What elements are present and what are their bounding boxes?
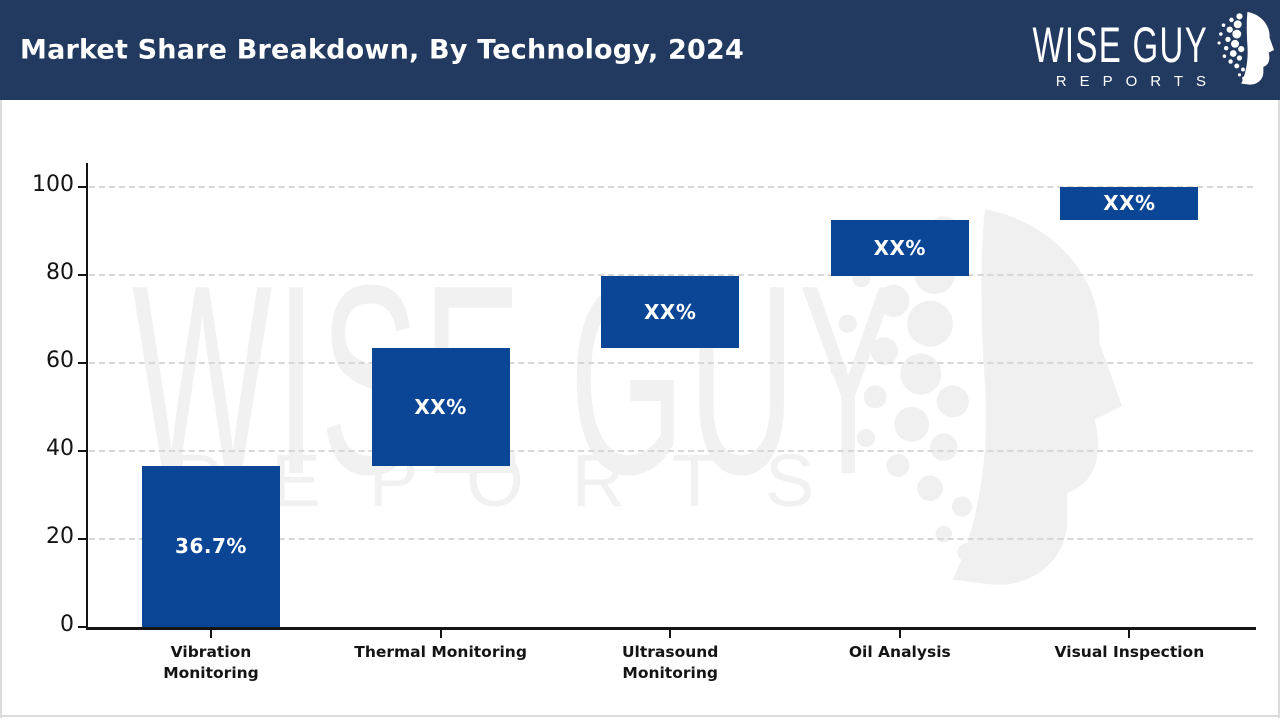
gridline-y-20 (89, 538, 1253, 540)
x-tick-mark (210, 629, 212, 638)
brand-logo: WISE GUY REPORTS (942, 20, 1206, 90)
page-title: Market Share Breakdown, By Technology, 2… (20, 34, 745, 66)
y-tick-mark (78, 186, 87, 188)
x-axis-category-label: Thermal Monitoring (354, 643, 527, 661)
y-tick-mark (78, 538, 87, 540)
y-tick-label: 20 (46, 524, 74, 549)
bar: XX% (601, 276, 740, 349)
bar-value-label: XX% (643, 300, 697, 325)
page-border-left (0, 100, 2, 718)
page-border-bottom (0, 715, 1280, 717)
y-tick-label: 100 (32, 172, 74, 197)
bar: XX% (830, 219, 969, 277)
x-tick-mark (1128, 629, 1131, 638)
bar: XX% (1060, 187, 1199, 220)
gridline-y-80 (89, 274, 1253, 276)
x-axis-category-label: Ultrasound Monitoring (621, 643, 719, 683)
x-axis-category-label: Vibration Monitoring (163, 643, 259, 683)
bar-value-label: XX% (414, 394, 467, 419)
x-axis-line (86, 627, 1256, 630)
bar-value-label: XX% (1103, 191, 1156, 216)
x-tick-mark (898, 629, 901, 638)
gridline-y-100 (89, 186, 1253, 188)
x-axis-category-label: Visual Inspection (1054, 643, 1205, 661)
bar-value-label: XX% (873, 235, 926, 260)
header: Market Share Breakdown, By Technology, 2… (0, 0, 1280, 100)
y-tick-mark (78, 362, 87, 364)
y-tick-mark (78, 626, 87, 628)
logo-wordmark: WISE GUY (1032, 17, 1208, 73)
y-tick-label: 40 (46, 436, 74, 461)
x-tick-mark (439, 629, 442, 638)
y-axis-line (86, 163, 88, 629)
logo-subtitle: REPORTS (1055, 73, 1219, 90)
bar: 36.7% (142, 465, 280, 627)
y-tick-mark (78, 274, 87, 276)
y-tick-label: 0 (60, 612, 74, 637)
y-tick-label: 60 (46, 348, 74, 373)
gridline-y-60 (89, 362, 1253, 364)
gridline-y-40 (89, 450, 1253, 452)
x-tick-mark (669, 629, 672, 638)
head-dots-icon (1217, 11, 1274, 85)
page-border-right (1278, 100, 1280, 718)
x-axis-category-label: Oil Analysis (848, 643, 951, 661)
y-tick-mark (78, 450, 87, 452)
y-tick-label: 80 (46, 260, 74, 285)
bar: XX% (371, 348, 510, 466)
bar-value-label: 36.7% (175, 534, 247, 559)
